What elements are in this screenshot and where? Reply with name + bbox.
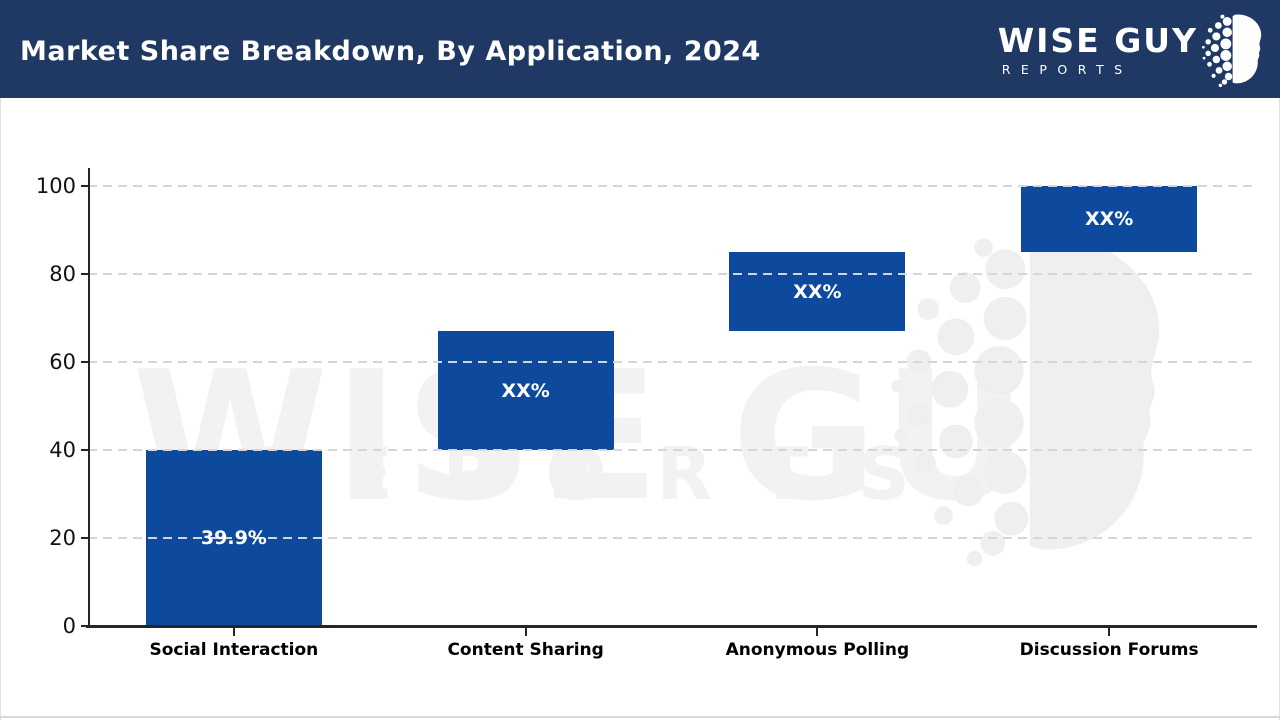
brand-logo: WISE GUY REPORTS (998, 6, 1268, 94)
watermark-head-icon (891, 237, 1160, 567)
y-tick-mark (81, 273, 88, 275)
y-tick-label: 80 (49, 262, 76, 286)
bar (437, 331, 614, 450)
y-tick-mark (81, 625, 88, 627)
bar-value-label: XX% (793, 280, 842, 303)
bar (1021, 186, 1198, 252)
x-tick-mark (1108, 628, 1111, 636)
bar-value-label: 39.9% (200, 527, 267, 550)
gridline (88, 449, 1255, 451)
y-tick-label: 100 (35, 174, 76, 198)
header-bar: Market Share Breakdown, By Application, … (0, 0, 1280, 98)
x-tick-mark (524, 628, 527, 636)
y-tick-mark (81, 185, 88, 187)
x-tick-mark (232, 628, 235, 636)
x-category-label: Discussion Forums (1019, 640, 1199, 660)
gridline (88, 185, 1255, 187)
y-tick-mark (81, 361, 88, 363)
bar-value-label: XX% (501, 379, 550, 402)
bar-value-label: XX% (1084, 208, 1134, 230)
gridline (88, 537, 1255, 539)
brand-wordmark: WISE GUY (997, 21, 1198, 60)
x-category-label: Anonymous Polling (725, 640, 910, 660)
bar (729, 252, 906, 332)
wiseguy-head-icon (1202, 14, 1262, 88)
brand-logo-text: WISE GUY REPORTS (997, 21, 1198, 78)
y-tick-label: 20 (49, 526, 76, 550)
page-title: Market Share Breakdown, By Application, … (20, 36, 761, 67)
x-axis-line (86, 625, 1257, 628)
gridline (88, 361, 1255, 363)
x-category-label: Content Sharing (447, 640, 604, 660)
y-tick-label: 0 (62, 614, 76, 638)
y-tick-mark (81, 449, 88, 451)
y-tick-label: 60 (49, 350, 76, 374)
brand-reports-text: REPORTS (1001, 62, 1133, 77)
gridline (88, 273, 1255, 275)
y-tick-mark (81, 537, 88, 539)
y-axis-line (88, 168, 90, 626)
y-tick-label: 40 (49, 438, 76, 462)
bottom-divider (0, 716, 1280, 718)
x-tick-mark (816, 628, 819, 636)
x-category-label: Social Interaction (149, 640, 319, 660)
